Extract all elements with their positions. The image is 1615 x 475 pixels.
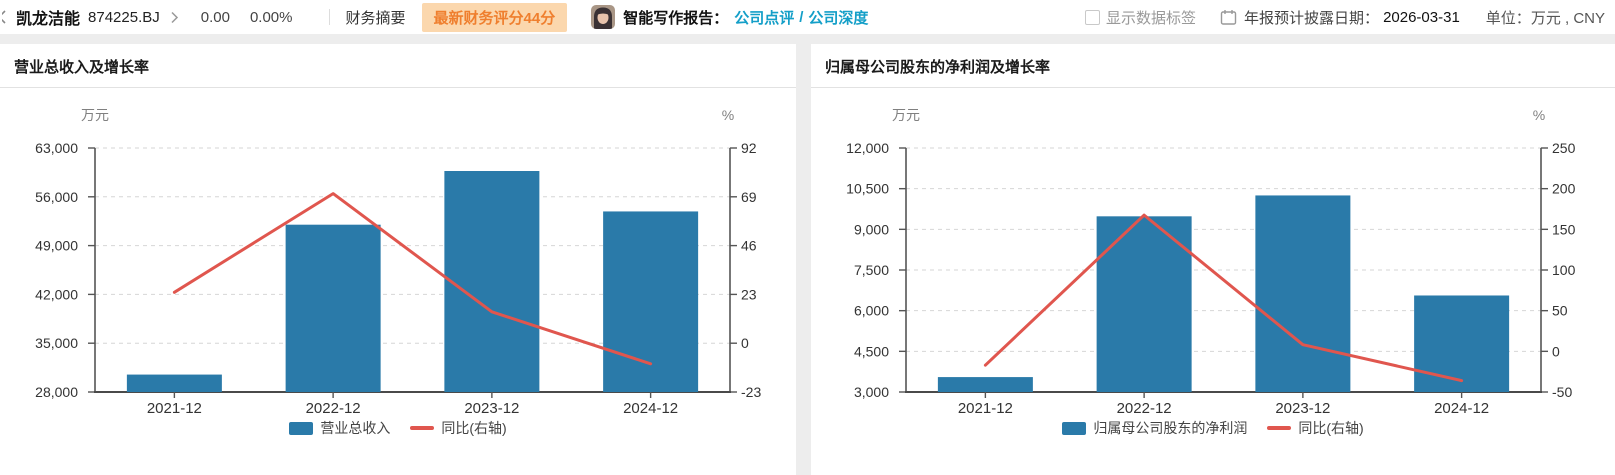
right-axis-tick-label: -50 <box>1552 384 1572 400</box>
left-axis-tick-label: 10,500 <box>846 181 889 197</box>
bar[interactable] <box>603 211 699 392</box>
right-axis-tick-label: 69 <box>741 189 757 205</box>
financial-score-badge[interactable]: 最新财务评分44分 <box>421 2 568 32</box>
right-axis-unit: % <box>722 107 734 123</box>
left-axis-tick-label: 42,000 <box>35 286 78 302</box>
stock-code: 874225.BJ <box>88 8 160 26</box>
revenue-chart-title: 营业总收入及增长率 <box>0 44 796 88</box>
link-company-depth[interactable]: 公司深度 <box>808 9 869 27</box>
left-axis-tick-label: 6,000 <box>854 303 889 319</box>
left-axis-tick-label: 3,000 <box>854 384 889 400</box>
right-axis-tick-label: -23 <box>741 384 761 400</box>
checkbox-box[interactable] <box>1085 9 1101 25</box>
calendar-icon <box>1220 9 1237 26</box>
link-company-comment[interactable]: 公司点评 <box>734 9 795 27</box>
bar[interactable] <box>285 224 381 392</box>
line-swatch-icon <box>410 426 435 430</box>
assistant-avatar <box>591 5 616 29</box>
bar[interactable] <box>444 171 540 392</box>
net-profit-panel: 归属母公司股东的净利润及增长率 万元% 12,000 10,500 9,000 7,50… <box>811 44 1615 475</box>
unit-value: 万元 , CNY <box>1530 9 1605 27</box>
show-data-labels-checkbox[interactable]: 显示数据标签 <box>1085 7 1196 28</box>
growth-line[interactable] <box>983 213 1464 383</box>
left-axis-tick-label: 4,500 <box>854 343 889 359</box>
left-axis-tick-label: 63,000 <box>35 140 78 156</box>
bar[interactable] <box>937 377 1033 392</box>
left-axis-tick-label: 7,500 <box>854 262 889 278</box>
revenue-chart[interactable]: 万元 % 63,000 56,000 49,000 42,000 35,000 28,000 9… <box>0 92 796 416</box>
bar[interactable] <box>126 374 222 392</box>
x-axis-label: 2022-12 <box>306 400 361 416</box>
divider <box>328 9 330 25</box>
left-axis-tick-label: 12,000 <box>846 140 889 156</box>
bar[interactable] <box>1255 195 1351 392</box>
right-axis-unit: % <box>1533 107 1545 123</box>
x-axis-label: 2023-12 <box>1275 400 1330 416</box>
bar[interactable] <box>1414 295 1510 392</box>
x-axis-label: 2021-12 <box>147 400 202 416</box>
legend-item-line[interactable]: 同比(右轴) <box>410 418 507 438</box>
x-axis-label: 2021-12 <box>958 400 1013 416</box>
right-axis-tick-label: 250 <box>1552 140 1576 156</box>
line-swatch-icon <box>1267 426 1292 430</box>
net-profit-chart-title: 归属母公司股东的净利润及增长率 <box>811 44 1615 88</box>
stock-name: 凯龙洁能 <box>16 11 81 28</box>
tab-financial-summary[interactable]: 财务摘要 <box>345 9 406 27</box>
revenue-panel: 营业总收入及增长率 万元% 63,000 56,000 49,000 42,000 35,… <box>0 44 796 475</box>
left-axis-unit: 万元 <box>81 107 109 123</box>
disclosure-date-label: 年报预计披露日期： <box>1244 9 1380 27</box>
checkbox-label: 显示数据标签 <box>1106 9 1197 27</box>
legend-label: 同比(右轴) <box>1298 420 1364 436</box>
left-axis-tick-label: 49,000 <box>35 238 78 254</box>
legend-item-bar[interactable]: 营业总收入 <box>289 418 390 438</box>
right-axis-tick-label: 100 <box>1552 262 1576 278</box>
link-separator: / <box>799 8 804 26</box>
right-axis-tick-label: 92 <box>741 140 757 156</box>
legend-label: 同比(右轴) <box>441 420 507 436</box>
right-axis-tick-label: 200 <box>1552 181 1576 197</box>
left-axis-unit: 万元 <box>892 107 920 123</box>
right-axis-tick-label: 0 <box>1552 343 1560 359</box>
left-axis-tick-label: 9,000 <box>854 221 889 237</box>
left-axis-tick-label: 56,000 <box>35 189 78 205</box>
stock-change-percent: 0.00% <box>249 8 293 26</box>
unit-label: 单位： <box>1485 9 1531 27</box>
disclosure-date-value: 2026-03-31 <box>1383 8 1460 26</box>
legend-item-line[interactable]: 同比(右轴) <box>1267 418 1364 438</box>
stock-price: 0.00 <box>200 8 230 26</box>
bar-swatch-icon <box>1062 421 1087 435</box>
top-header-bar: 凯龙洁能 874225.BJ 0.00 0.00% 财务摘要 最新财务评分44分… <box>0 0 1615 34</box>
right-axis-tick-label: 150 <box>1552 221 1576 237</box>
chevron-right-icon[interactable] <box>170 11 179 24</box>
legend-item-bar[interactable]: 归属母公司股东的净利润 <box>1062 418 1247 438</box>
net-profit-legend: 归属母公司股东的净利润 同比(右轴) <box>811 418 1615 438</box>
growth-line[interactable] <box>172 192 653 366</box>
net-profit-chart[interactable]: 万元 % 12,000 10,500 9,000 7,500 6,000 4,500 3,000… <box>811 92 1615 416</box>
legend-label: 归属母公司股东的净利润 <box>1093 420 1248 436</box>
x-axis-label: 2024-12 <box>623 400 678 416</box>
x-axis-label: 2024-12 <box>1434 400 1489 416</box>
x-axis-label: 2022-12 <box>1117 400 1172 416</box>
chart-panels: 营业总收入及增长率 万元% 63,000 56,000 49,000 42,000 35,… <box>0 44 1615 475</box>
revenue-legend: 营业总收入 同比(右轴) <box>0 418 796 438</box>
x-axis-label: 2023-12 <box>464 400 519 416</box>
right-axis-tick-label: 23 <box>741 286 757 302</box>
left-axis-tick-label: 28,000 <box>35 384 78 400</box>
right-axis-tick-label: 46 <box>741 238 757 254</box>
right-axis-tick-label: 50 <box>1552 303 1568 319</box>
smart-report-label: 智能写作报告： <box>623 9 729 27</box>
legend-label: 营业总收入 <box>320 420 391 436</box>
left-axis-tick-label: 35,000 <box>35 335 78 351</box>
chevron-left-icon[interactable] <box>2 9 10 25</box>
right-axis-tick-label: 0 <box>741 335 749 351</box>
bar-swatch-icon <box>289 421 314 435</box>
